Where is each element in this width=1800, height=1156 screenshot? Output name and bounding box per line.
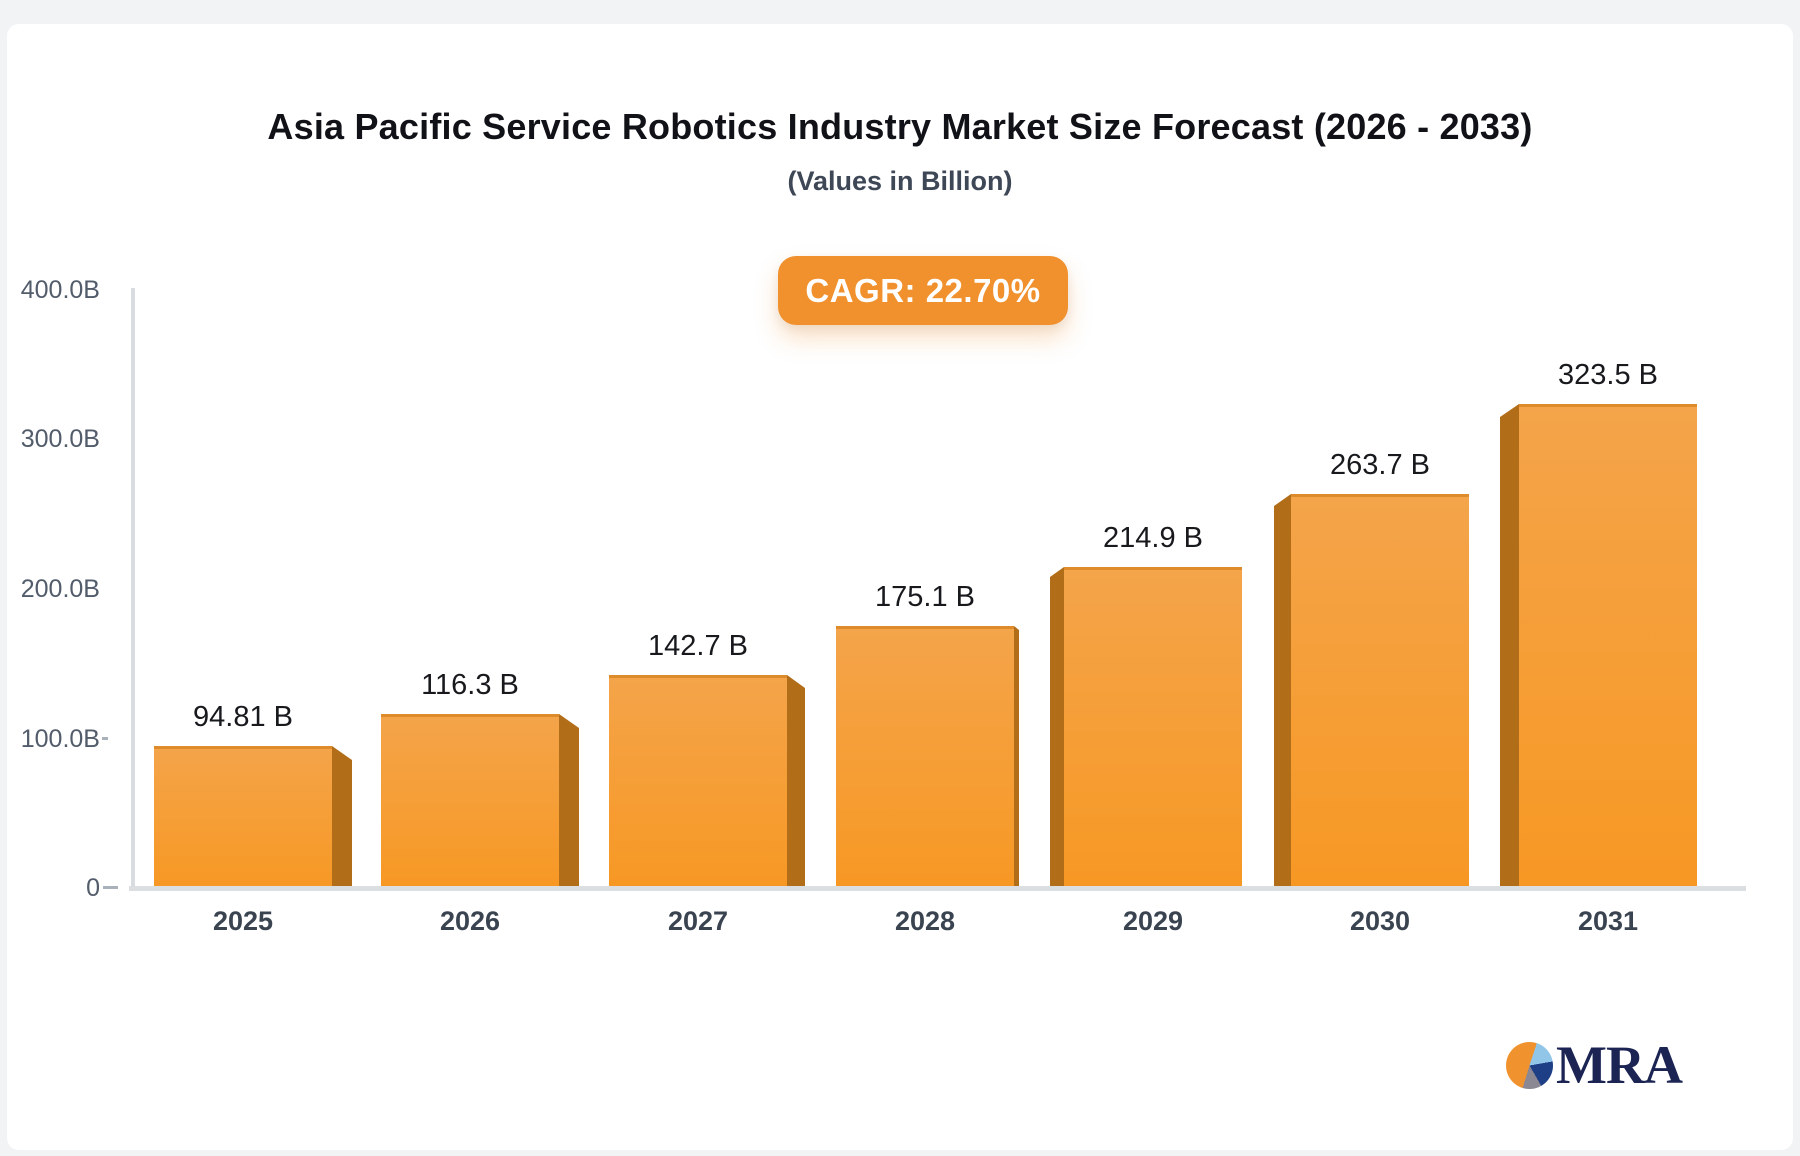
bar-face[interactable] bbox=[1291, 494, 1469, 888]
y-axis-tick-mark bbox=[102, 737, 108, 740]
bar-value-label: 175.1 B bbox=[875, 581, 975, 613]
x-axis-label: 2025 bbox=[212, 906, 274, 936]
pie-chart-logo-icon bbox=[1506, 1042, 1553, 1089]
bar-value-label: 116.3 B bbox=[421, 669, 519, 701]
bar-3d-side bbox=[1014, 626, 1019, 888]
bar-value-label: 94.81 B bbox=[193, 701, 293, 733]
bar-3d-side bbox=[332, 746, 352, 888]
bar-top-edge bbox=[154, 746, 332, 749]
bar-value-label: 142.7 B bbox=[648, 630, 748, 662]
x-axis-baseline bbox=[129, 886, 1746, 891]
bar-3d-side bbox=[787, 675, 805, 888]
y-axis-tick-label: 100.0B bbox=[20, 725, 100, 753]
x-axis-label: 2028 bbox=[894, 906, 956, 936]
y-axis-tick-mark bbox=[103, 886, 118, 889]
bar-3d-side bbox=[1050, 567, 1064, 888]
bar-top-edge bbox=[381, 714, 559, 717]
y-axis-line bbox=[131, 288, 135, 888]
brand-logo: MRA bbox=[1506, 1035, 1683, 1095]
bar-top-edge bbox=[609, 675, 787, 678]
bar-face[interactable] bbox=[609, 675, 787, 888]
y-axis-tick-label: 400.0B bbox=[20, 276, 100, 304]
bar-face[interactable] bbox=[381, 714, 559, 888]
bar-face[interactable] bbox=[1519, 404, 1697, 888]
x-axis-label: 2030 bbox=[1349, 906, 1411, 936]
bar-value-label: 214.9 B bbox=[1103, 522, 1203, 554]
bar-top-edge bbox=[1064, 567, 1242, 570]
bar-top-edge bbox=[1291, 494, 1469, 497]
x-axis-label: 2031 bbox=[1577, 906, 1639, 936]
bar-face[interactable] bbox=[154, 746, 332, 888]
y-axis-tick-label: 200.0B bbox=[20, 575, 100, 603]
bar-3d-side bbox=[1274, 494, 1291, 888]
bar-top-edge bbox=[836, 626, 1014, 629]
y-axis-tick-label: 300.0B bbox=[20, 425, 100, 453]
bar-value-label: 263.7 B bbox=[1330, 449, 1430, 481]
cagr-badge: CAGR: 22.70% bbox=[778, 256, 1068, 325]
bar-top-edge bbox=[1519, 404, 1697, 407]
bar-3d-side bbox=[559, 714, 579, 888]
x-axis-label: 2029 bbox=[1122, 906, 1184, 936]
y-axis-tick-label: 0 bbox=[86, 874, 100, 902]
x-axis-label: 2026 bbox=[439, 906, 501, 936]
bar-face[interactable] bbox=[836, 626, 1014, 888]
cagr-badge-label: CAGR: 22.70% bbox=[805, 271, 1041, 309]
chart-card bbox=[7, 24, 1793, 1150]
chart-subtitle: (Values in Billion) bbox=[787, 166, 1013, 196]
bar-3d-side bbox=[1500, 404, 1519, 888]
bar-value-label: 323.5 B bbox=[1558, 359, 1658, 391]
x-axis-label: 2027 bbox=[667, 906, 729, 936]
bar-face[interactable] bbox=[1064, 567, 1242, 888]
chart-title: Asia Pacific Service Robotics Industry M… bbox=[267, 106, 1533, 147]
brand-logo-text: MRA bbox=[1556, 1035, 1683, 1095]
